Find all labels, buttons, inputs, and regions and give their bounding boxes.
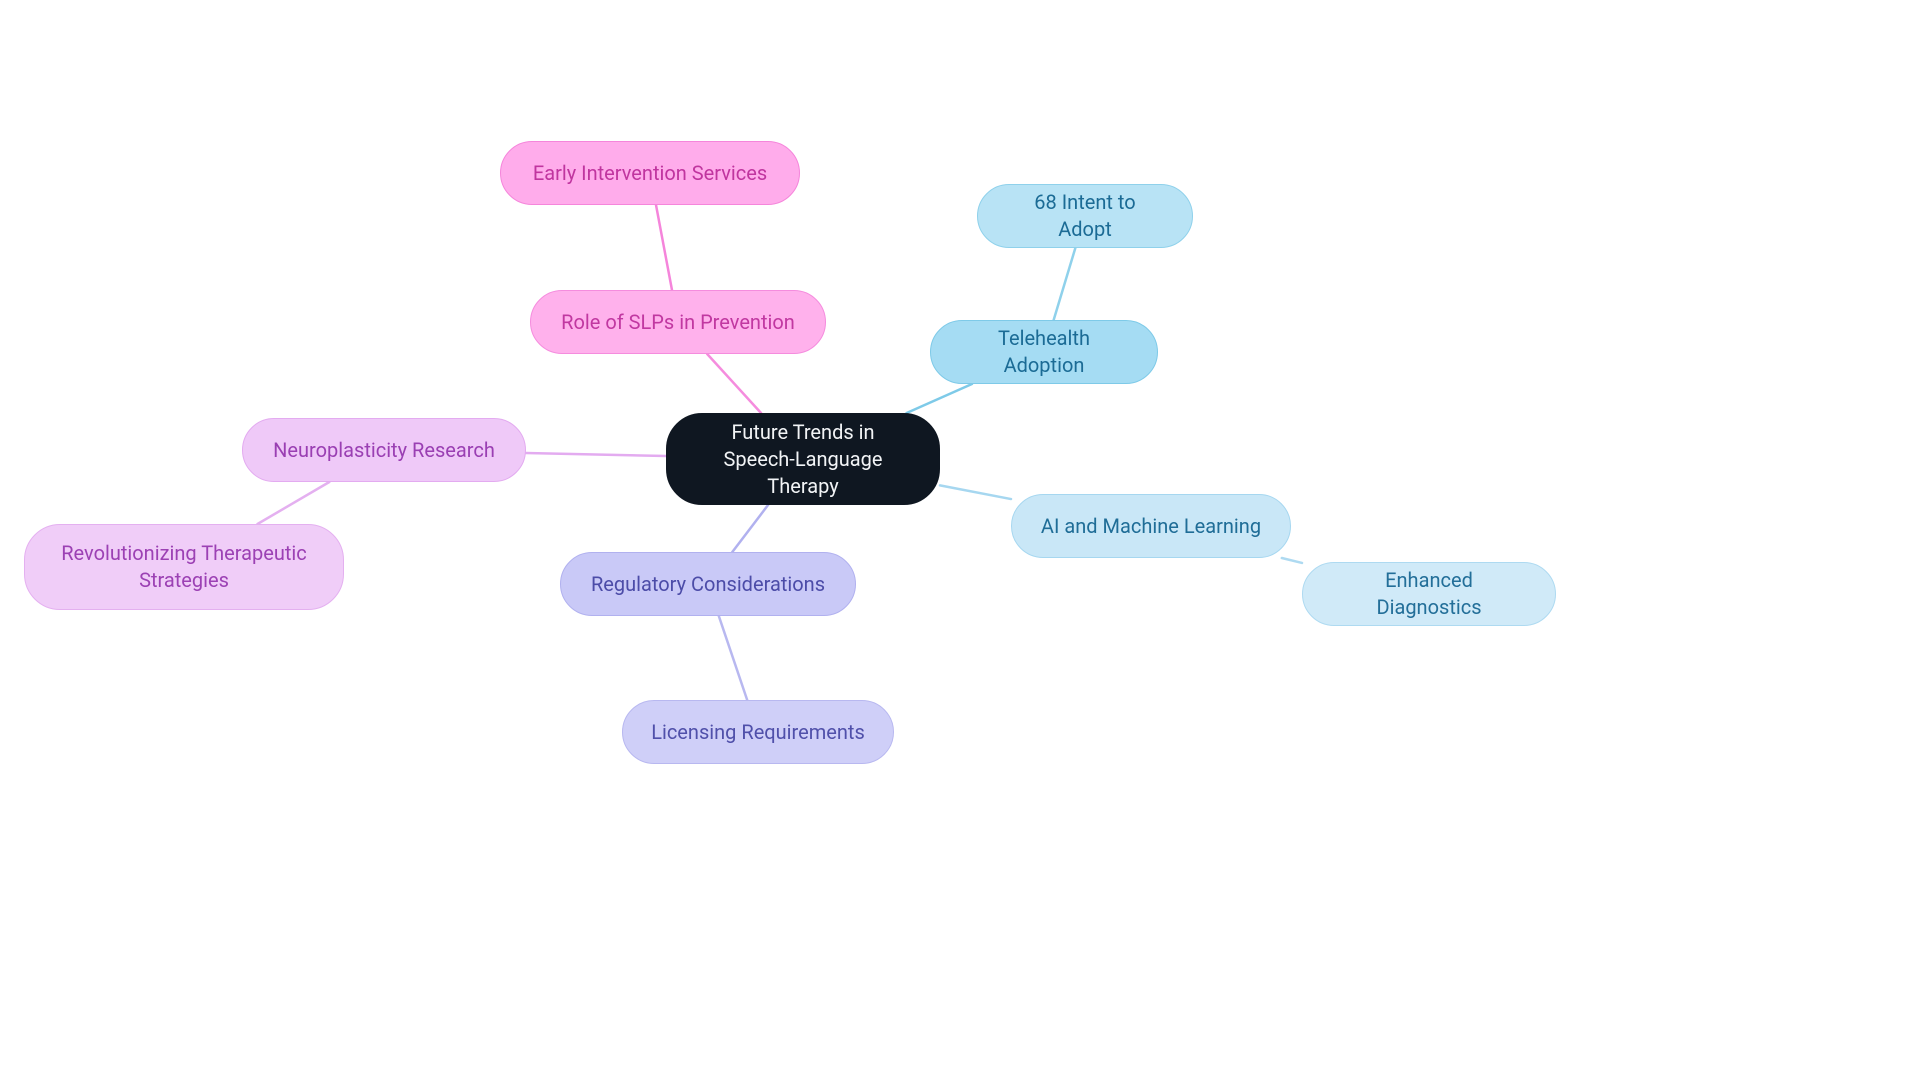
node-prevention: Role of SLPs in Prevention [530, 290, 826, 354]
node-telehealth: Telehealth Adoption [930, 320, 1158, 384]
node-center: Future Trends in Speech-Language Therapy [666, 413, 940, 505]
node-ai: AI and Machine Learning [1011, 494, 1291, 558]
node-intent: 68 Intent to Adopt [977, 184, 1193, 248]
mindmap-canvas: Future Trends in Speech-Language Therapy… [0, 0, 1920, 1083]
node-revolution: Revolutionizing Therapeutic Strategies [24, 524, 344, 610]
node-regulatory: Regulatory Considerations [560, 552, 856, 616]
node-diagnostics: Enhanced Diagnostics [1302, 562, 1556, 626]
node-neuro: Neuroplasticity Research [242, 418, 526, 482]
node-licensing: Licensing Requirements [622, 700, 894, 764]
node-early: Early Intervention Services [500, 141, 800, 205]
